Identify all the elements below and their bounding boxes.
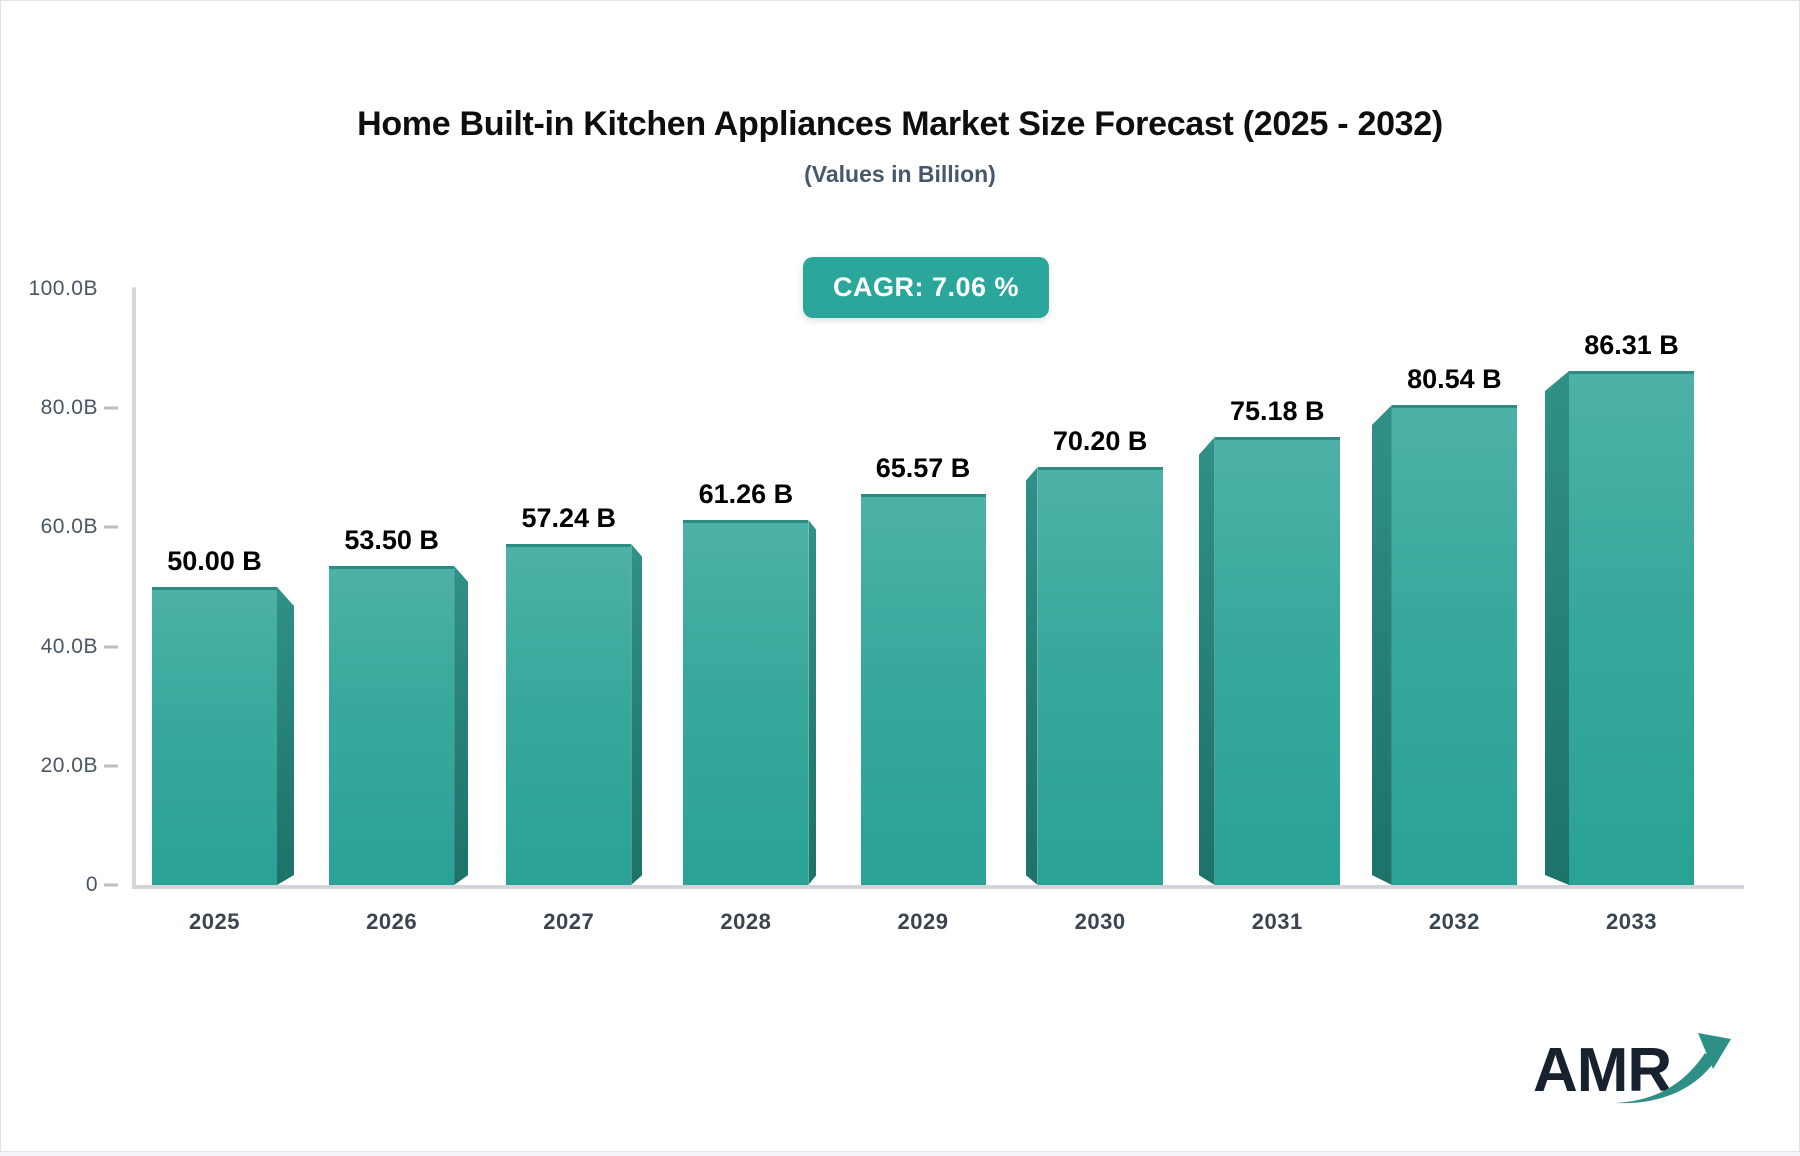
y-axis-tick-label: 100.0B xyxy=(28,277,98,300)
bar-side-2026 xyxy=(454,566,468,885)
x-axis-label-2031: 2031 xyxy=(1251,909,1303,934)
bar-side-2032 xyxy=(1372,405,1392,885)
x-axis-label-2028: 2028 xyxy=(720,909,772,934)
bar-value-label-2025: 50.00 B xyxy=(167,546,262,576)
y-axis-tick-mark xyxy=(104,406,118,410)
y-axis-tick-label: 20.0B xyxy=(40,753,98,777)
bar-side-2025 xyxy=(277,587,294,885)
bar-2030 xyxy=(1037,467,1163,885)
bar-2027 xyxy=(506,544,632,885)
bar-side-2027 xyxy=(631,544,642,885)
bar-value-label-2026: 53.50 B xyxy=(344,525,439,555)
y-axis-tick-mark xyxy=(104,525,118,529)
bar-side-2030 xyxy=(1026,467,1038,885)
y-axis-tick-label: 80.0B xyxy=(40,396,98,420)
y-axis-tick-mark xyxy=(104,645,118,649)
bar-2033 xyxy=(1569,371,1694,885)
x-axis-label-2033: 2033 xyxy=(1606,909,1657,934)
x-axis-label-2026: 2026 xyxy=(366,909,418,934)
chart-title: Home Built-in Kitchen Appliances Market … xyxy=(357,105,1443,143)
y-axis-tick-label: 0 xyxy=(85,873,98,896)
bar-value-label-2032: 80.54 B xyxy=(1407,364,1502,394)
y-axis-tick-mark xyxy=(104,883,118,887)
bar-2031 xyxy=(1214,437,1340,885)
bar-value-label-2031: 75.18 B xyxy=(1229,396,1325,426)
amr-logo: AMR xyxy=(1533,1033,1731,1105)
bar-2029 xyxy=(860,494,986,885)
bar-side-2028 xyxy=(808,520,816,885)
cagr-badge: CAGR: 7.06 % xyxy=(802,257,1050,318)
bar-value-label-2030: 70.20 B xyxy=(1052,426,1148,456)
bar-2028 xyxy=(683,520,809,885)
bar-value-label-2028: 61.26 B xyxy=(698,479,794,509)
bar-side-2033 xyxy=(1545,371,1569,885)
bar-2025 xyxy=(152,587,277,885)
y-axis-tick-label: 60.0B xyxy=(40,515,98,539)
bar-value-label-2033: 86.31 B xyxy=(1584,330,1679,360)
x-axis-line xyxy=(132,885,1744,889)
bar-2026 xyxy=(329,566,455,885)
x-axis-label-2032: 2032 xyxy=(1428,909,1480,934)
amr-logo-text: AMR xyxy=(1533,1036,1671,1105)
bar-side-2031 xyxy=(1199,437,1215,885)
x-axis-label-2030: 2030 xyxy=(1074,909,1126,934)
x-axis-label-2029: 2029 xyxy=(897,909,949,934)
x-axis-label-2027: 2027 xyxy=(543,909,595,934)
bar-2032 xyxy=(1391,405,1517,885)
y-axis-tick-label: 40.0B xyxy=(40,634,98,658)
growth-arrow-icon xyxy=(1615,1033,1731,1104)
y-axis-tick-mark xyxy=(104,764,118,768)
chart-subtitle: (Values in Billion) xyxy=(804,161,996,187)
y-axis-line xyxy=(132,287,136,887)
x-axis-label-2025: 2025 xyxy=(189,909,240,934)
bar-value-label-2027: 57.24 B xyxy=(521,503,617,533)
bar-value-label-2029: 65.57 B xyxy=(875,453,971,483)
